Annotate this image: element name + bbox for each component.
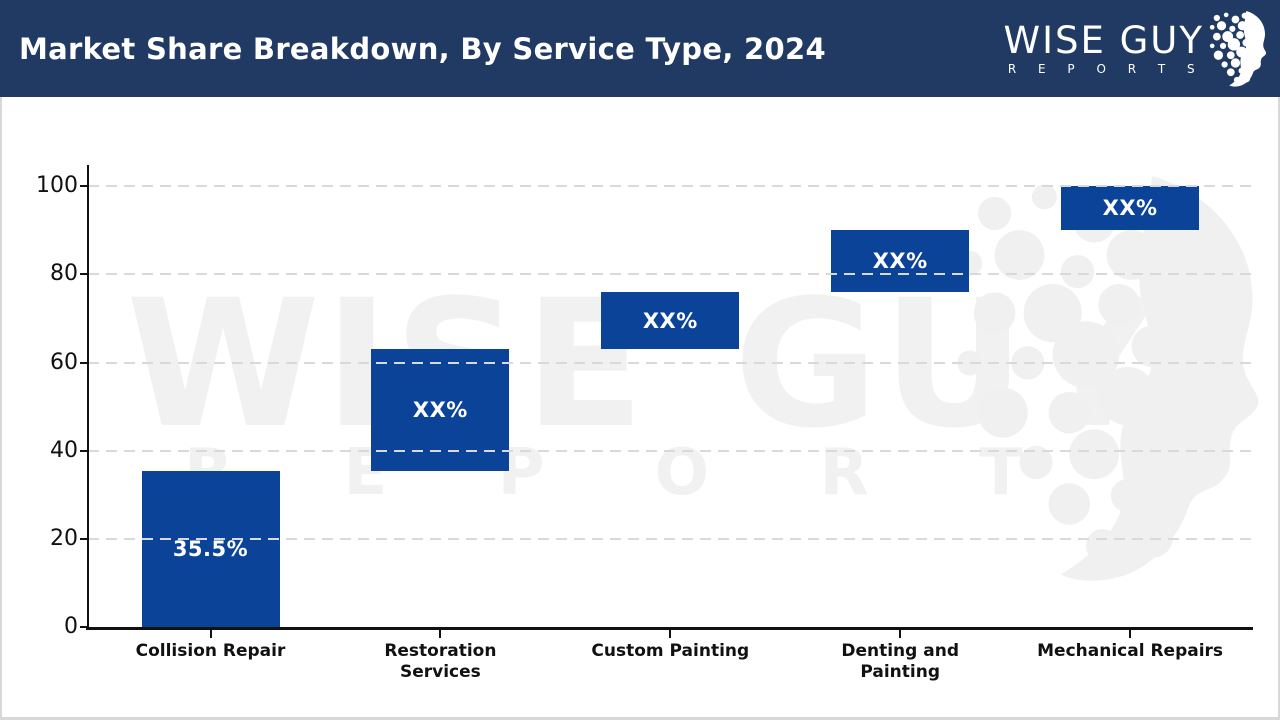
bar-value-label-restoration-services: XX% [412, 397, 468, 422]
y-axis-tick-60 [80, 361, 88, 364]
y-axis-tick-100 [80, 185, 88, 188]
category-label-mechanical-repairs: Mechanical Repairs [1015, 641, 1245, 662]
category-label-line: Mechanical Repairs [1037, 641, 1224, 661]
x-axis-tick-custom-painting [669, 630, 672, 638]
y-axis-tick-label-0: 0 [64, 614, 78, 639]
y-axis-tick-label-80: 80 [50, 261, 78, 287]
y-axis-line [87, 165, 89, 630]
category-label-custom-painting: Custom Painting [555, 641, 785, 662]
category-label-restoration-services: Restoration Services [325, 641, 555, 683]
gridline-100 [88, 185, 1253, 188]
page-title: Market Share Breakdown, By Service Type,… [19, 31, 826, 66]
category-label-denting-and-painting: Denting and Painting [785, 641, 1015, 683]
x-axis-line [86, 627, 1253, 630]
y-axis-tick-label-20: 20 [50, 525, 78, 551]
brand-head-icon [1209, 11, 1267, 87]
x-axis-tick-collision-repair [209, 630, 212, 638]
y-axis-tick-20 [80, 537, 88, 540]
y-axis-tick-label-100: 100 [36, 173, 78, 199]
watermark-head-icon [957, 176, 1259, 581]
gridline-40 [88, 449, 1253, 452]
bar-denting-and-painting: XX% [831, 230, 970, 293]
bar-value-label-denting-and-painting: XX% [872, 249, 928, 274]
category-label-line: Denting and [841, 641, 959, 661]
bar-collision-repair: 35.5% [141, 470, 280, 627]
category-label-line: Collision Repair [135, 641, 286, 661]
brand-logo: WISE GUY R E P O R T S [1004, 7, 1268, 91]
y-axis-tick-0 [80, 626, 88, 628]
gridline-60 [88, 361, 1253, 364]
bar-mechanical-repairs: XX% [1061, 186, 1200, 231]
y-axis-tick-80 [80, 273, 88, 276]
page-edge-left [0, 97, 2, 720]
brand-logo-text: WISE GUY R E P O R T S [1003, 18, 1204, 77]
page-edge-right [1278, 97, 1280, 720]
category-label-line: Custom Painting [591, 641, 750, 661]
brand-name: WISE GUY [1003, 18, 1204, 62]
category-label-line: Restoration [384, 641, 497, 661]
bar-value-label-custom-painting: XX% [642, 308, 698, 333]
y-axis-tick-40 [80, 449, 88, 452]
gridline-20 [88, 537, 1253, 540]
watermark-reports: R E P O R T S [184, 436, 1224, 510]
category-label-line: Services [399, 662, 481, 682]
header-bar: Market Share Breakdown, By Service Type,… [0, 0, 1280, 97]
y-axis-tick-label-40: 40 [50, 437, 78, 463]
x-axis-tick-denting-and-painting [899, 630, 902, 638]
x-axis-tick-mechanical-repairs [1129, 630, 1132, 638]
category-label-collision-repair: Collision Repair [96, 641, 326, 662]
bar-value-label-collision-repair: 35.5% [172, 536, 249, 561]
bar-custom-painting: XX% [601, 292, 740, 350]
gridline-80 [88, 273, 1253, 276]
category-label-line: Painting [860, 662, 940, 682]
page-edge-bottom [0, 717, 1280, 720]
x-axis-tick-restoration-services [439, 630, 442, 638]
brand-subtitle: R E P O R T S [1007, 62, 1204, 77]
y-axis-tick-label-60: 60 [50, 349, 78, 375]
bar-restoration-services: XX% [371, 349, 510, 471]
bar-value-label-mechanical-repairs: XX% [1102, 196, 1158, 221]
